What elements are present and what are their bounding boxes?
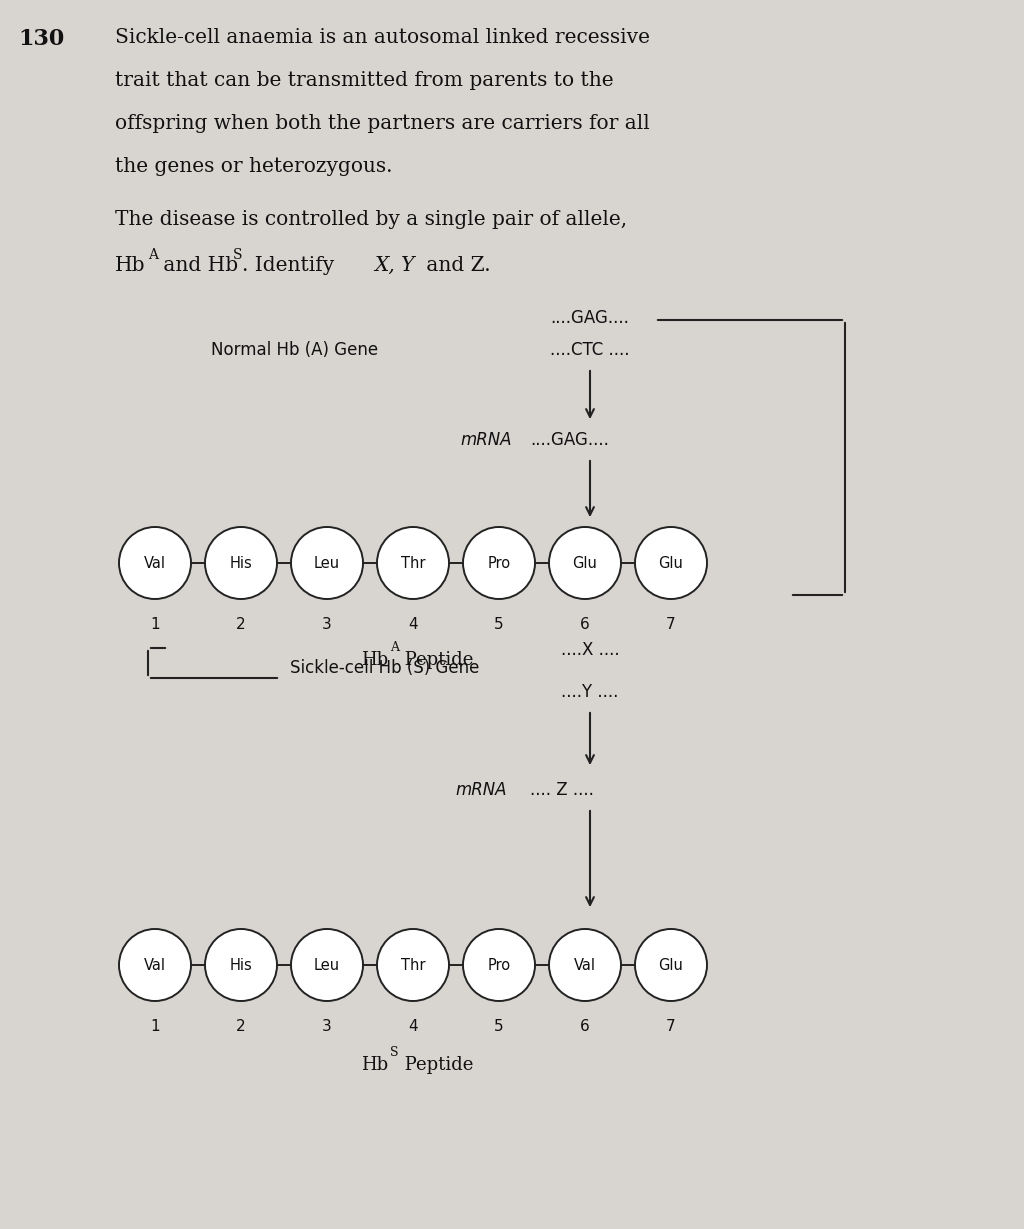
Text: Hb: Hb bbox=[360, 1056, 388, 1074]
Text: Normal Hb (A) Gene: Normal Hb (A) Gene bbox=[211, 340, 379, 359]
Text: Val: Val bbox=[144, 957, 166, 972]
Text: ....X ....: ....X .... bbox=[561, 642, 620, 659]
Text: 4: 4 bbox=[409, 617, 418, 632]
Text: Peptide: Peptide bbox=[399, 1056, 473, 1074]
Circle shape bbox=[463, 527, 535, 599]
Circle shape bbox=[463, 929, 535, 1000]
Circle shape bbox=[549, 929, 621, 1000]
Text: Leu: Leu bbox=[314, 556, 340, 570]
Circle shape bbox=[635, 527, 707, 599]
Text: Leu: Leu bbox=[314, 957, 340, 972]
Text: Sickle-cell Hb (S) Gene: Sickle-cell Hb (S) Gene bbox=[290, 659, 479, 677]
Circle shape bbox=[291, 527, 362, 599]
Text: A: A bbox=[390, 642, 399, 654]
Text: The disease is controlled by a single pair of allele,: The disease is controlled by a single pa… bbox=[115, 210, 627, 229]
Text: S: S bbox=[233, 248, 243, 262]
Text: mRNA: mRNA bbox=[455, 780, 507, 799]
Text: 1: 1 bbox=[151, 1019, 160, 1034]
Text: the genes or heterozygous.: the genes or heterozygous. bbox=[115, 157, 392, 176]
Text: ....GAG....: ....GAG.... bbox=[530, 431, 609, 449]
Text: 5: 5 bbox=[495, 1019, 504, 1034]
Text: and Z.: and Z. bbox=[420, 256, 490, 275]
Text: A: A bbox=[148, 248, 158, 262]
Text: 7: 7 bbox=[667, 1019, 676, 1034]
Circle shape bbox=[119, 929, 191, 1000]
Circle shape bbox=[205, 929, 278, 1000]
Text: Thr: Thr bbox=[400, 556, 425, 570]
Circle shape bbox=[205, 527, 278, 599]
Text: S: S bbox=[390, 1046, 398, 1059]
Text: .... Z ....: .... Z .... bbox=[530, 780, 594, 799]
Text: His: His bbox=[229, 957, 252, 972]
Text: Val: Val bbox=[574, 957, 596, 972]
Text: ....GAG....: ....GAG.... bbox=[551, 308, 630, 327]
Text: 130: 130 bbox=[18, 28, 65, 50]
Text: ....Y ....: ....Y .... bbox=[561, 683, 618, 701]
Circle shape bbox=[291, 929, 362, 1000]
Text: Pro: Pro bbox=[487, 556, 511, 570]
Circle shape bbox=[549, 527, 621, 599]
Text: Sickle-cell anaemia is an autosomal linked recessive: Sickle-cell anaemia is an autosomal link… bbox=[115, 28, 650, 47]
Circle shape bbox=[377, 929, 449, 1000]
Text: 1: 1 bbox=[151, 617, 160, 632]
Circle shape bbox=[635, 929, 707, 1000]
Text: Glu: Glu bbox=[658, 957, 683, 972]
Text: X, Y: X, Y bbox=[374, 256, 415, 275]
Text: trait that can be transmitted from parents to the: trait that can be transmitted from paren… bbox=[115, 71, 613, 90]
Text: . Identify: . Identify bbox=[242, 256, 341, 275]
Text: Glu: Glu bbox=[572, 556, 597, 570]
Text: 5: 5 bbox=[495, 617, 504, 632]
Text: 4: 4 bbox=[409, 1019, 418, 1034]
Text: Val: Val bbox=[144, 556, 166, 570]
Text: Hb: Hb bbox=[360, 651, 388, 669]
Text: 6: 6 bbox=[581, 1019, 590, 1034]
Text: 3: 3 bbox=[323, 617, 332, 632]
Text: offspring when both the partners are carriers for all: offspring when both the partners are car… bbox=[115, 114, 650, 133]
Text: Glu: Glu bbox=[658, 556, 683, 570]
Text: mRNA: mRNA bbox=[460, 431, 512, 449]
Text: Peptide: Peptide bbox=[399, 651, 473, 669]
Circle shape bbox=[119, 527, 191, 599]
Text: 3: 3 bbox=[323, 1019, 332, 1034]
Text: 2: 2 bbox=[237, 1019, 246, 1034]
Text: 6: 6 bbox=[581, 617, 590, 632]
Text: 2: 2 bbox=[237, 617, 246, 632]
Text: Thr: Thr bbox=[400, 957, 425, 972]
Text: ....CTC ....: ....CTC .... bbox=[550, 340, 630, 359]
Text: Pro: Pro bbox=[487, 957, 511, 972]
Text: and Hb: and Hb bbox=[157, 256, 239, 275]
Text: Hb: Hb bbox=[115, 256, 145, 275]
Text: His: His bbox=[229, 556, 252, 570]
Circle shape bbox=[377, 527, 449, 599]
Text: 7: 7 bbox=[667, 617, 676, 632]
